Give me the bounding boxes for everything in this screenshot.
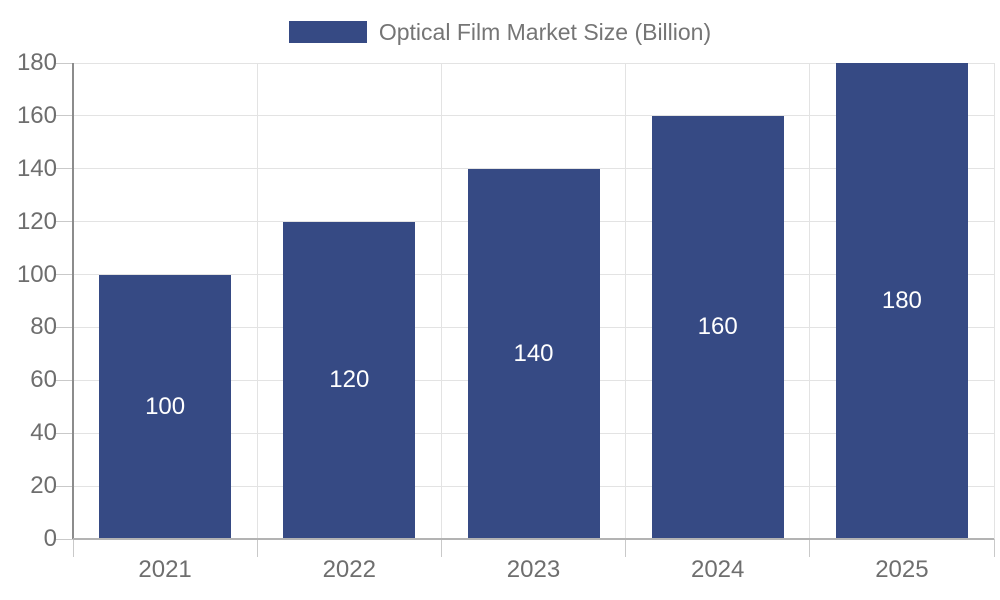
legend-label: Optical Film Market Size (Billion) (378, 19, 712, 45)
y-axis-label: 160 (16, 101, 57, 129)
x-axis-tick (625, 539, 627, 557)
y-axis-tick (55, 115, 73, 117)
x-axis-label: 2021 (138, 556, 192, 583)
y-axis-tick (55, 538, 73, 540)
bar[interactable]: 160 (651, 115, 784, 539)
legend[interactable]: Optical Film Market Size (Billion) (0, 17, 1000, 47)
y-axis-label: 140 (16, 154, 57, 182)
bar-value-label: 160 (697, 313, 738, 341)
gridline-x (440, 63, 442, 539)
x-axis-tick (256, 539, 258, 557)
x-axis-line (73, 538, 994, 540)
y-axis-tick (55, 274, 73, 276)
gridline-x (256, 63, 258, 539)
y-axis-tick (55, 485, 73, 487)
gridline-x (625, 63, 627, 539)
y-axis-tick (55, 221, 73, 223)
y-axis-label: 20 (30, 472, 57, 500)
y-axis-tick (55, 62, 73, 64)
plot-area: 0 20 40 60 80 100 120 140 160 180 100 2021 120 2022 14… (17, 49, 995, 583)
gridline-x (993, 63, 995, 539)
y-axis-label: 100 (16, 260, 57, 288)
y-axis-tick (55, 326, 73, 328)
gridline-y (73, 62, 994, 64)
y-axis-label: 120 (16, 207, 57, 235)
x-axis-tick (809, 539, 811, 557)
bar-value-label: 120 (329, 366, 370, 394)
y-axis-tick (55, 379, 73, 381)
bar-value-label: 140 (513, 339, 554, 367)
bar-value-label: 100 (145, 392, 186, 420)
y-axis-label: 180 (16, 49, 57, 76)
x-axis-tick (72, 539, 74, 557)
x-axis-label: 2025 (875, 556, 929, 583)
y-axis-line (72, 63, 74, 539)
y-axis-tick (55, 168, 73, 170)
legend-swatch (288, 21, 367, 43)
x-axis-tick (440, 539, 442, 557)
bar-value-label: 180 (881, 287, 922, 314)
gridline-y (73, 115, 994, 117)
gridline-x (809, 63, 811, 539)
x-axis-label: 2023 (506, 556, 561, 583)
x-axis-tick (993, 539, 995, 557)
y-axis-label: 0 (43, 525, 57, 552)
bar[interactable]: 180 (835, 63, 968, 539)
bar[interactable]: 100 (99, 274, 232, 539)
y-axis-label: 40 (30, 419, 57, 447)
y-axis-label: 60 (30, 366, 57, 394)
y-axis-label: 80 (30, 313, 57, 341)
x-axis-label: 2024 (690, 556, 745, 583)
bar[interactable]: 140 (467, 168, 600, 539)
bar[interactable]: 120 (283, 221, 416, 539)
y-axis-tick (55, 432, 73, 434)
x-axis-label: 2022 (322, 556, 376, 583)
